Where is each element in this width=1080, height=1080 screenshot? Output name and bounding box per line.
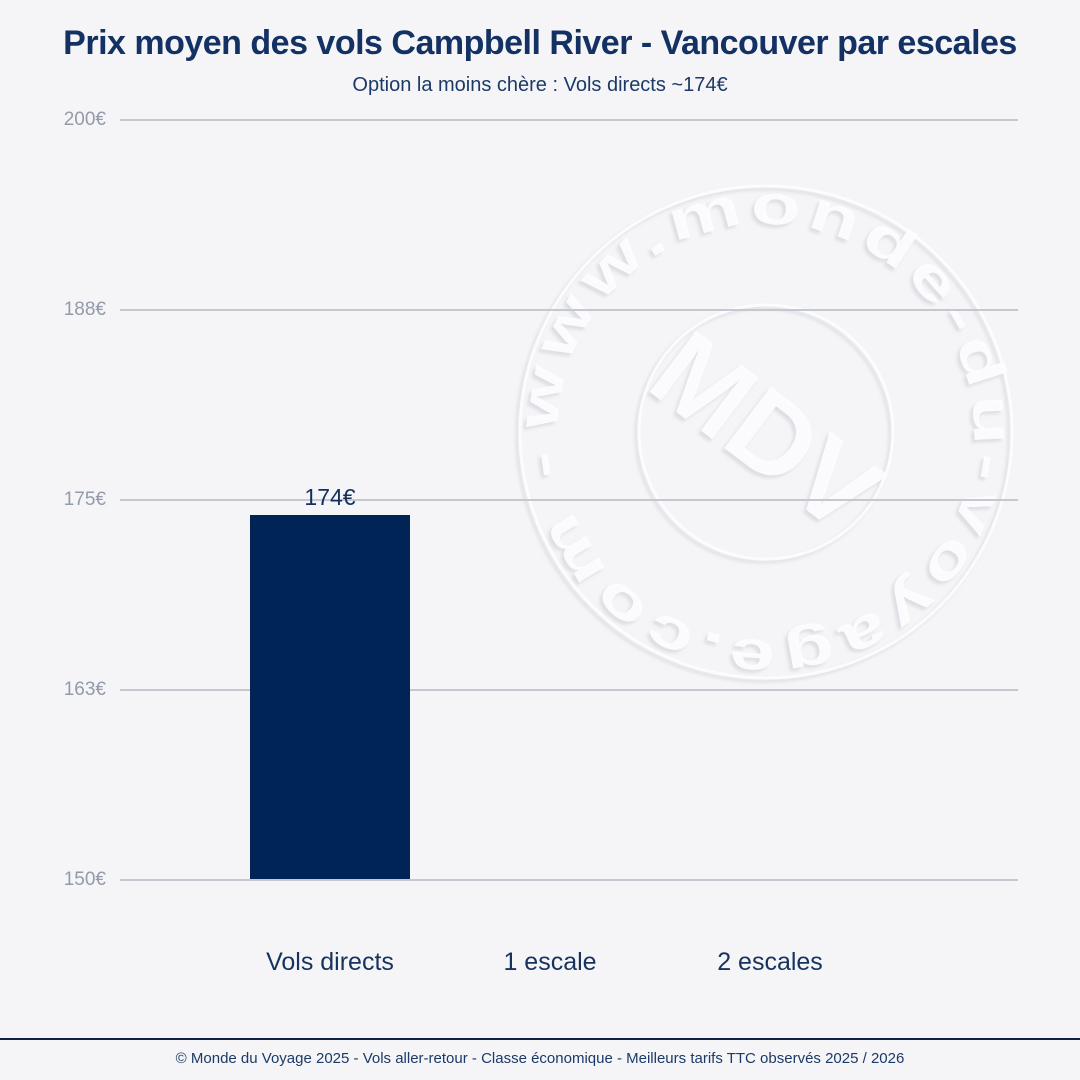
y-tick-label: 163€	[63, 679, 106, 700]
bar-value-label: 174€	[304, 484, 356, 511]
gridline	[120, 689, 1018, 691]
watermark-ring-text: www.monde-du-voyage.com -	[506, 172, 1026, 692]
chart-title: Prix moyen des vols Campbell River - Van…	[63, 24, 1017, 62]
chart-subtitle: Option la moins chère : Vols directs ~17…	[352, 74, 728, 96]
gridline	[120, 309, 1018, 311]
y-tick-label: 200€	[63, 109, 106, 130]
watermark-inner-circle-icon	[637, 303, 895, 561]
gridline	[120, 499, 1018, 501]
watermark-stamp: www.monde-du-voyage.com - MDV	[506, 172, 1026, 692]
bar-vols-directs	[250, 515, 410, 879]
watermark-center-text: MDV	[629, 307, 903, 557]
y-tick-label: 175€	[63, 489, 106, 510]
y-tick-label: 150€	[63, 869, 106, 890]
x-category-label: Vols directs	[266, 948, 394, 976]
y-tick-label: 188€	[63, 299, 106, 320]
footer-divider	[0, 1038, 1080, 1040]
footer-text: © Monde du Voyage 2025 - Vols aller-reto…	[175, 1050, 905, 1067]
x-category-label: 2 escales	[717, 948, 823, 976]
watermark-outer-circle-icon	[518, 184, 1014, 680]
gridline	[120, 879, 1018, 881]
x-category-label: 1 escale	[503, 948, 597, 976]
gridline	[120, 119, 1018, 121]
